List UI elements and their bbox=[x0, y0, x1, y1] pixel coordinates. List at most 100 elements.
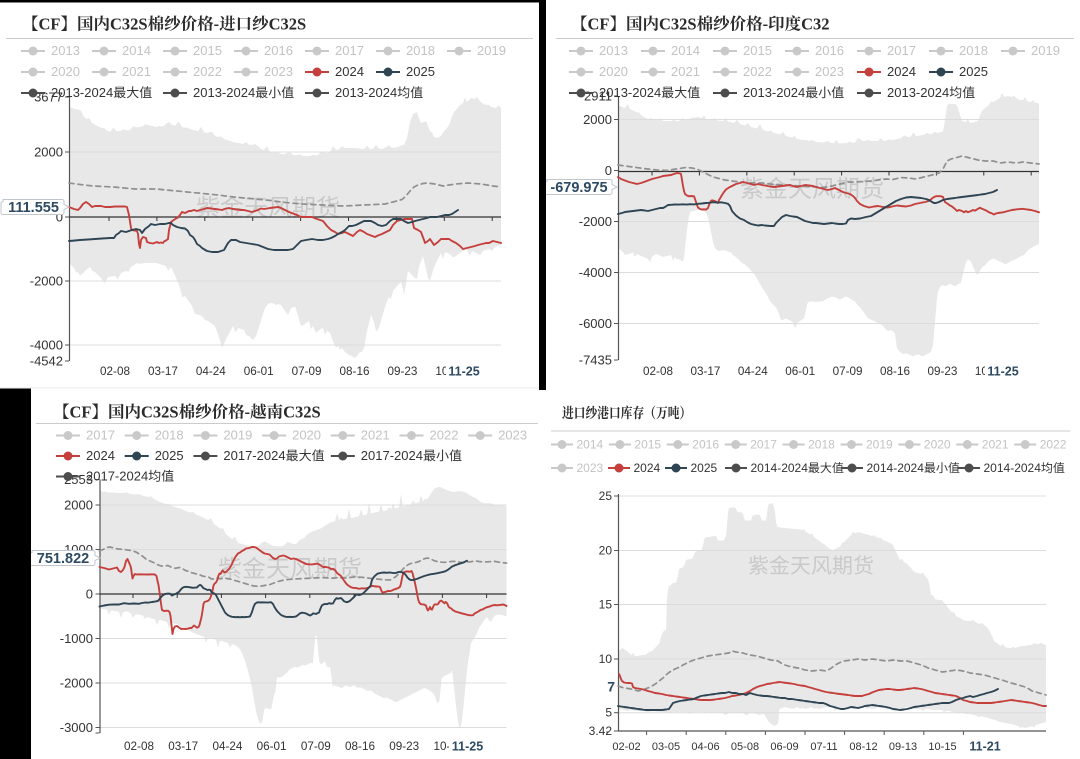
svg-text:-4542: -4542 bbox=[30, 353, 63, 368]
svg-text:2017-2024: 2017-2024 bbox=[86, 469, 148, 484]
svg-text:2025: 2025 bbox=[406, 64, 435, 79]
svg-text:2024: 2024 bbox=[634, 461, 661, 475]
svg-text:2023: 2023 bbox=[577, 461, 604, 475]
svg-text:C32S: C32S bbox=[659, 15, 697, 34]
svg-text:2017: 2017 bbox=[335, 43, 364, 58]
svg-text:2022: 2022 bbox=[743, 64, 772, 79]
svg-text:2017-2024: 2017-2024 bbox=[361, 448, 423, 463]
svg-text:2013-2024: 2013-2024 bbox=[335, 85, 397, 100]
svg-text:09-13: 09-13 bbox=[889, 741, 917, 753]
svg-text:09-23: 09-23 bbox=[389, 740, 419, 753]
svg-text:08-16: 08-16 bbox=[340, 365, 370, 378]
svg-text:2017: 2017 bbox=[750, 438, 777, 452]
svg-text:2021: 2021 bbox=[671, 64, 700, 79]
svg-text:2022: 2022 bbox=[430, 428, 459, 443]
svg-text:-2000: -2000 bbox=[30, 273, 63, 288]
svg-text:2017: 2017 bbox=[887, 43, 916, 58]
svg-text:2000: 2000 bbox=[583, 112, 612, 127]
svg-text:2014: 2014 bbox=[671, 43, 700, 58]
svg-text:2015: 2015 bbox=[634, 438, 661, 452]
svg-text:C32S: C32S bbox=[110, 15, 148, 34]
svg-text:2021: 2021 bbox=[982, 438, 1009, 452]
svg-text:05-08: 05-08 bbox=[731, 741, 759, 753]
svg-text:15: 15 bbox=[599, 598, 613, 612]
svg-text:2013-2024: 2013-2024 bbox=[193, 85, 255, 100]
svg-text:2014-2024: 2014-2024 bbox=[984, 461, 1042, 475]
svg-text:08-16: 08-16 bbox=[880, 365, 910, 378]
svg-text:2024: 2024 bbox=[86, 448, 115, 463]
svg-text:-6000: -6000 bbox=[579, 316, 612, 331]
svg-text:04-24: 04-24 bbox=[196, 365, 226, 378]
svg-text:02-02: 02-02 bbox=[612, 741, 640, 753]
svg-text:0: 0 bbox=[56, 209, 63, 224]
svg-text:02-08: 02-08 bbox=[124, 740, 154, 753]
svg-text:2018: 2018 bbox=[808, 438, 835, 452]
svg-text:C32: C32 bbox=[801, 15, 829, 34]
svg-text:2017-2024: 2017-2024 bbox=[223, 448, 285, 463]
svg-text:2019: 2019 bbox=[866, 438, 893, 452]
svg-text:2015: 2015 bbox=[743, 43, 772, 58]
svg-text:03-17: 03-17 bbox=[690, 365, 720, 378]
svg-text:11-25: 11-25 bbox=[452, 740, 483, 754]
svg-text:-: - bbox=[214, 15, 220, 34]
svg-text:06-01: 06-01 bbox=[244, 365, 274, 378]
svg-text:2020: 2020 bbox=[51, 64, 80, 79]
svg-text:-3000: -3000 bbox=[60, 720, 93, 735]
svg-text:04-06: 04-06 bbox=[691, 741, 719, 753]
svg-text:2020: 2020 bbox=[599, 64, 628, 79]
svg-text:08-12: 08-12 bbox=[849, 741, 877, 753]
svg-text:2022: 2022 bbox=[193, 64, 222, 79]
svg-text:09-23: 09-23 bbox=[927, 365, 957, 378]
svg-text:-1000: -1000 bbox=[60, 631, 93, 646]
svg-text:C32S: C32S bbox=[141, 403, 179, 422]
svg-text:C32S: C32S bbox=[269, 15, 307, 34]
svg-text:2025: 2025 bbox=[155, 448, 184, 463]
svg-text:3.42: 3.42 bbox=[589, 724, 613, 738]
svg-text:7: 7 bbox=[607, 679, 615, 695]
svg-text:20: 20 bbox=[599, 544, 613, 558]
svg-text:2025: 2025 bbox=[959, 64, 988, 79]
svg-text:-: - bbox=[763, 15, 769, 34]
svg-text:2020: 2020 bbox=[292, 428, 321, 443]
svg-text:2016: 2016 bbox=[692, 438, 719, 452]
svg-text:09-23: 09-23 bbox=[387, 365, 417, 378]
svg-text:11-25: 11-25 bbox=[987, 365, 1018, 379]
svg-text:2014-2024: 2014-2024 bbox=[751, 461, 809, 475]
svg-text:CF: CF bbox=[39, 15, 61, 34]
svg-text:2021: 2021 bbox=[122, 64, 151, 79]
svg-text:25: 25 bbox=[599, 489, 613, 503]
svg-text:04-24: 04-24 bbox=[738, 365, 768, 378]
svg-text:06-01: 06-01 bbox=[785, 365, 815, 378]
svg-text:04-24: 04-24 bbox=[212, 740, 242, 753]
svg-text:2014: 2014 bbox=[577, 438, 604, 452]
svg-text:07-09: 07-09 bbox=[301, 740, 331, 753]
svg-text:0: 0 bbox=[86, 586, 93, 601]
svg-text:751.822: 751.822 bbox=[37, 551, 89, 567]
svg-text:06-09: 06-09 bbox=[770, 741, 798, 753]
svg-text:2013-2024: 2013-2024 bbox=[51, 85, 113, 100]
svg-text:2022: 2022 bbox=[1040, 438, 1067, 452]
svg-text:2000: 2000 bbox=[34, 144, 63, 159]
svg-text:2014: 2014 bbox=[122, 43, 151, 58]
svg-text:-2000: -2000 bbox=[60, 675, 93, 690]
svg-text:2018: 2018 bbox=[155, 428, 184, 443]
svg-text:CF: CF bbox=[70, 403, 92, 422]
svg-text:-4000: -4000 bbox=[579, 265, 612, 280]
svg-text:2015: 2015 bbox=[193, 43, 222, 58]
svg-text:-679.975: -679.975 bbox=[550, 180, 607, 196]
svg-text:02-08: 02-08 bbox=[100, 365, 130, 378]
svg-text:2023: 2023 bbox=[498, 428, 527, 443]
svg-text:2000: 2000 bbox=[64, 497, 93, 512]
svg-text:07-11: 07-11 bbox=[810, 741, 837, 753]
svg-text:2023: 2023 bbox=[815, 64, 844, 79]
svg-text:2024: 2024 bbox=[887, 64, 916, 79]
svg-text:2013: 2013 bbox=[599, 43, 628, 58]
svg-text:2016: 2016 bbox=[264, 43, 293, 58]
svg-text:5: 5 bbox=[605, 706, 612, 720]
svg-text:2023: 2023 bbox=[264, 64, 293, 79]
svg-text:-2000: -2000 bbox=[579, 214, 612, 229]
svg-text:2025: 2025 bbox=[691, 461, 718, 475]
svg-text:06-01: 06-01 bbox=[257, 740, 287, 753]
svg-text:-: - bbox=[245, 403, 251, 422]
svg-text:11-25: 11-25 bbox=[448, 365, 479, 379]
